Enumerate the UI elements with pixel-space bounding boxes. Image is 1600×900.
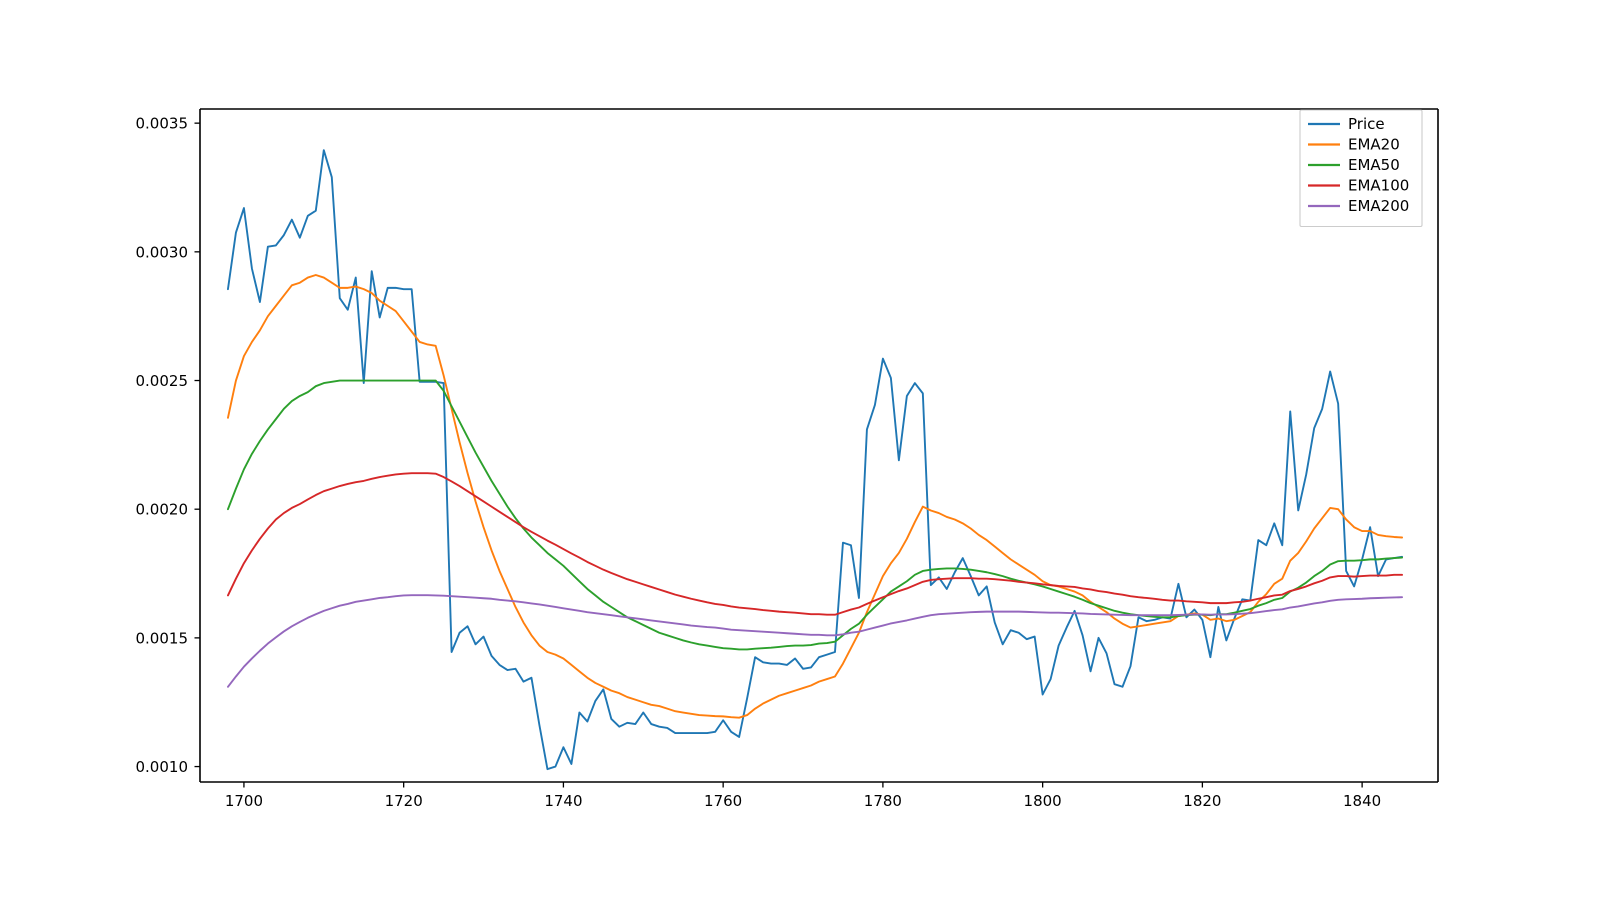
y-tick-label: 0.0010 <box>136 758 189 776</box>
x-tick-label: 1720 <box>385 792 423 810</box>
axes-background <box>200 109 1438 782</box>
y-tick-label: 0.0015 <box>136 629 189 647</box>
x-tick-label: 1700 <box>225 792 263 810</box>
legend-entry-ema50[interactable]: EMA50 <box>1308 156 1400 174</box>
legend-label: EMA200 <box>1348 197 1409 215</box>
y-tick-label: 0.0030 <box>136 243 189 261</box>
x-tick-label: 1820 <box>1183 792 1221 810</box>
legend-entry-price[interactable]: Price <box>1308 115 1385 133</box>
legend-entry-ema200[interactable]: EMA200 <box>1308 197 1409 215</box>
series-line-ema20 <box>227 274 1404 719</box>
axes-spines <box>199 108 1439 783</box>
x-tick-label: 1760 <box>704 792 742 810</box>
x-tick-label: 1800 <box>1024 792 1062 810</box>
x-tick-label: 1780 <box>864 792 902 810</box>
x-tick-label: 1740 <box>544 792 582 810</box>
legend-label: EMA100 <box>1348 177 1409 195</box>
legend-label: EMA50 <box>1348 156 1400 174</box>
y-axis: 0.0010 0.0015 0.0020 0.0025 0.0030 0.0035 <box>136 115 200 776</box>
legend-label: EMA20 <box>1348 136 1400 154</box>
series-line-price <box>227 149 1404 771</box>
y-tick-label: 0.0035 <box>136 115 189 133</box>
legend-frame <box>1299 109 1423 228</box>
y-tick-label: 0.0025 <box>136 372 189 390</box>
x-tick-label: 1840 <box>1343 792 1381 810</box>
y-tick-label: 0.0020 <box>136 501 189 519</box>
series-line-ema100 <box>227 472 1404 616</box>
legend-label: Price <box>1348 115 1385 133</box>
series-line-ema200 <box>227 594 1404 688</box>
legend-entry-ema20[interactable]: EMA20 <box>1308 136 1400 154</box>
chart-legend[interactable]: Price EMA20 EMA50 EMA100 EMA200 <box>1299 109 1423 228</box>
legend-entry-ema100[interactable]: EMA100 <box>1308 177 1409 195</box>
x-axis: 1700 1720 1740 1760 1780 1800 1820 1840 <box>225 782 1381 810</box>
series-layer <box>227 149 1404 771</box>
